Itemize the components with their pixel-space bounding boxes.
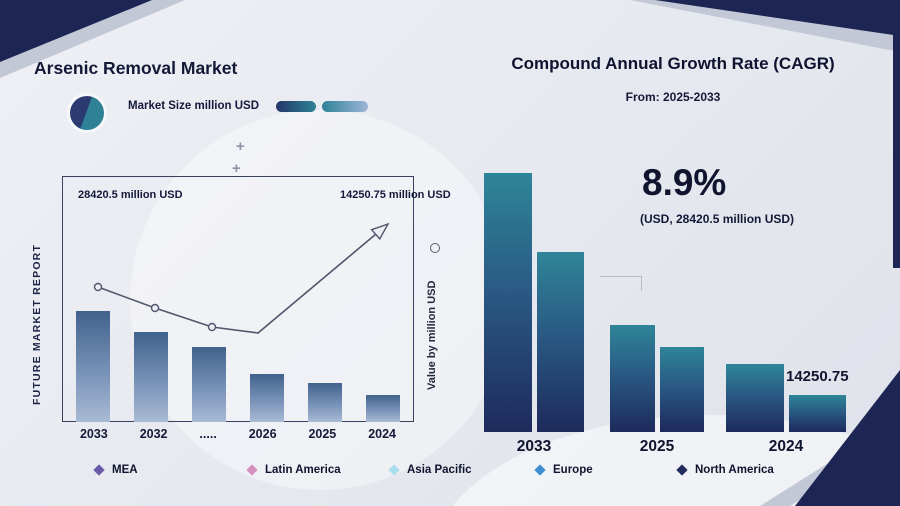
left-xlabel-.....: ..... [199, 427, 217, 441]
right-xlabel-2024: 2024 [768, 438, 804, 455]
left-chart-end-value: 14250.75 million USD [340, 189, 451, 201]
right-bar-2025-2 [659, 347, 704, 432]
market-size-icon [70, 96, 104, 130]
left-chart-start-value: 28420.5 million USD [78, 189, 183, 201]
right-chart-ylabel: Value by million USD [426, 280, 438, 390]
plus-icon: + [232, 160, 241, 177]
right-bar-2024-2 [788, 395, 846, 432]
left-bar-2032 [134, 332, 168, 422]
plus-icon: + [236, 138, 245, 155]
left-bar-2026 [250, 373, 284, 422]
legend-label: Latin America [265, 464, 341, 476]
cagr-note: (USD, 28420.5 million USD) [640, 212, 795, 226]
legend-item-europe: Europe [534, 464, 593, 476]
right-xlabel-2033: 2033 [516, 438, 552, 455]
page-title: Arsenic Removal Market [34, 58, 238, 78]
future-market-report-banner: FUTURE MARKET REPORT [31, 243, 43, 405]
right-group-2025: 2025 [610, 150, 704, 456]
left-bar-2024 [366, 395, 400, 422]
left-chart-xlabels: 2033 2032..... 2026 2025 2024 [64, 427, 412, 441]
diamond-icon [676, 464, 688, 476]
right-group-bars [484, 150, 584, 432]
legend-item-latin-america: Latin America [246, 464, 341, 476]
right-group-bars [610, 150, 704, 432]
right-group-2033: 2033 [484, 150, 584, 456]
right-group-2024: 2024 [726, 150, 846, 456]
right-bar-2024-1 [726, 364, 784, 432]
left-bar-2033 [76, 310, 110, 422]
left-xlabel-2024: 2024 [368, 427, 396, 441]
left-xlabel-2026: 2026 [248, 427, 277, 441]
left-chart-frame [62, 176, 414, 422]
left-chart-bars [64, 180, 412, 422]
cagr-title: Compound Annual Growth Rate (CAGR) [511, 54, 835, 73]
left-bar-..... [192, 346, 226, 422]
diamond-icon [93, 464, 105, 476]
legend-item-mea: MEA [93, 464, 138, 476]
bottom-legend: MEA Latin America Asia Pacific Europe North … [80, 464, 840, 488]
right-bar-2025-1 [610, 324, 655, 432]
right-xlabel-2025: 2025 [639, 438, 675, 455]
right-bar-2033-1 [484, 172, 532, 432]
axis-circle-icon [430, 243, 440, 253]
diamond-icon [388, 464, 400, 476]
legend-item-asia-pacific: Asia Pacific [388, 464, 472, 476]
diamond-icon [246, 464, 258, 476]
legend-item-north-america: North America [676, 464, 774, 476]
right-edge-stripe [893, 0, 900, 268]
right-bar-2033-2 [536, 251, 584, 432]
legend-label: Asia Pacific [407, 464, 472, 476]
left-xlabel-2033: 2033 [79, 427, 108, 441]
legend-label: North America [695, 464, 774, 476]
right-group-bars [726, 150, 846, 432]
market-size-legend-label: Market Size million USD [128, 100, 260, 112]
left-xlabel-2032: 2032 [139, 427, 168, 441]
cagr-value: 8.9% [642, 162, 727, 203]
right-chart: 2033 2025 2024 14250.75 [478, 150, 878, 456]
right-chart-value-label: 14250.75 [786, 368, 849, 385]
cagr-subtitle: From: 2025-2033 [625, 90, 721, 104]
decorative-bracket [600, 276, 642, 291]
legend-pill-icon [322, 101, 368, 112]
legend-label: MEA [112, 464, 138, 476]
diamond-icon [534, 464, 546, 476]
legend-label: Europe [553, 464, 593, 476]
left-bar-2025 [308, 383, 342, 422]
left-xlabel-2025: 2025 [308, 427, 337, 441]
legend-pill-icon [276, 101, 316, 112]
